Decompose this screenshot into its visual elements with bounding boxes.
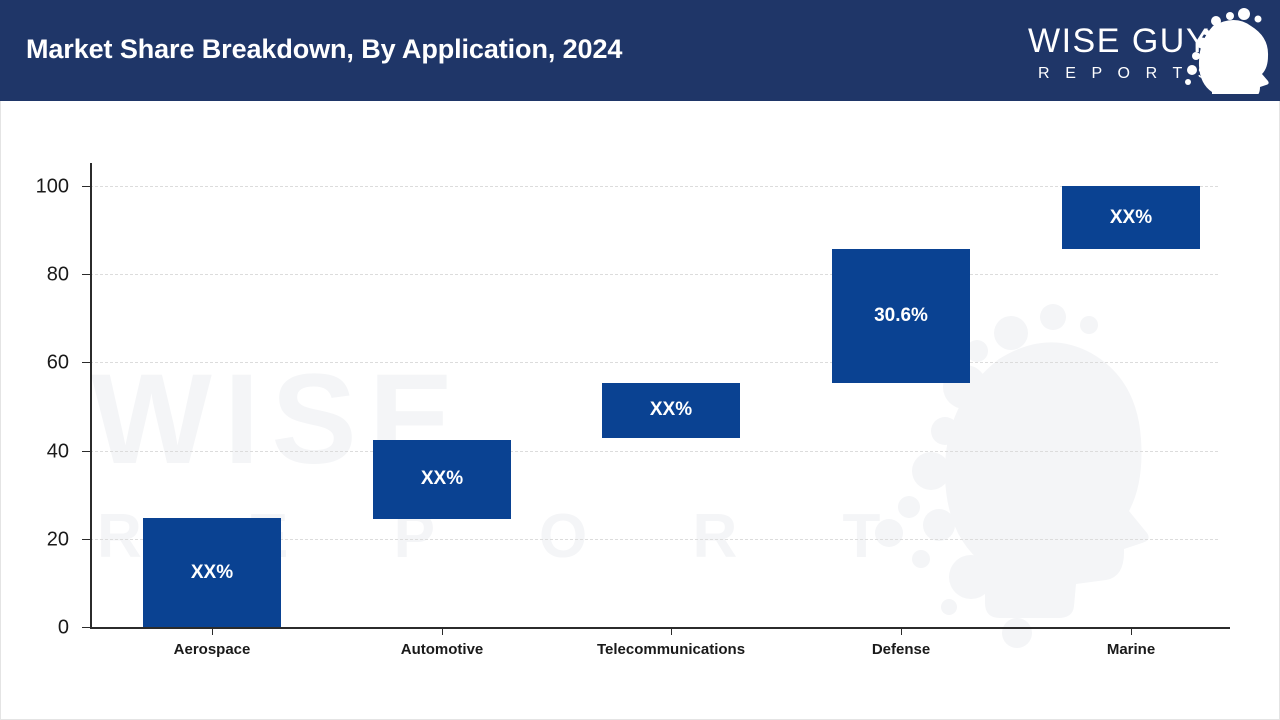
x-axis-label-telecommunications: Telecommunications <box>596 641 746 658</box>
svg-text:R E P O R T S: R E P O R T S <box>1038 65 1214 82</box>
y-axis-line <box>90 163 92 627</box>
y-tick-100: 100 <box>36 176 90 198</box>
x-tick-aerospace <box>212 627 213 635</box>
bar-label-marine: XX% <box>1109 206 1153 228</box>
x-axis-line <box>90 627 1230 629</box>
plot-area: XX% XX% XX% 30.6% XX% 0 <box>36 101 1230 719</box>
bar-label-defense: 30.6% <box>874 305 928 327</box>
bar-label-automotive: XX% <box>420 468 464 490</box>
x-tick-automotive <box>442 627 443 635</box>
y-tick-label-60: 60 <box>46 351 69 374</box>
bar-label-aerospace: XX% <box>190 561 234 583</box>
bar-marine[interactable]: XX% <box>1062 186 1200 249</box>
y-tick-label-80: 80 <box>46 263 69 286</box>
y-tick-20: 20 <box>47 528 90 550</box>
x-axis-label-automotive: Automotive <box>400 641 484 658</box>
gridline-60 <box>90 362 1218 364</box>
gridline-20 <box>90 538 1218 540</box>
chart-area: WISE R E P O R T S <box>0 101 1280 720</box>
gridline-100 <box>90 186 1218 187</box>
y-tick-label-20: 20 <box>46 528 69 551</box>
gridline-40 <box>90 450 1218 452</box>
x-tick-defense <box>901 627 902 635</box>
bar-automotive[interactable]: XX% <box>373 440 511 519</box>
y-tick-label-0: 0 <box>57 616 69 639</box>
wise-guy-reports-logo: WISE GUY R E P O R T S <box>1020 8 1272 94</box>
y-tick-label-100: 100 <box>35 175 69 198</box>
header-bar: Market Share Breakdown, By Application, … <box>0 0 1280 101</box>
y-tick-40: 40 <box>47 440 90 462</box>
y-tick-80: 80 <box>47 264 90 286</box>
y-tick-0: 0 <box>58 617 90 639</box>
bar-defense[interactable]: 30.6% <box>832 249 970 384</box>
x-axis-label-marine: Marine <box>1106 641 1156 658</box>
y-tick-label-40: 40 <box>46 440 69 463</box>
svg-text:WISE GUY: WISE GUY <box>1028 22 1210 60</box>
x-axis-label-aerospace: Aerospace <box>173 641 251 658</box>
x-tick-marine <box>1131 627 1132 635</box>
x-axis-label-defense: Defense <box>871 641 931 658</box>
x-tick-telecommunications <box>671 627 672 635</box>
y-tick-60: 60 <box>47 352 90 374</box>
bar-aerospace[interactable]: XX% <box>143 518 281 627</box>
page-title: Market Share Breakdown, By Application, … <box>26 34 623 64</box>
bar-telecommunications[interactable]: XX% <box>602 383 740 438</box>
bar-label-telecommunications: XX% <box>649 399 693 421</box>
gridline-80 <box>90 274 1218 276</box>
